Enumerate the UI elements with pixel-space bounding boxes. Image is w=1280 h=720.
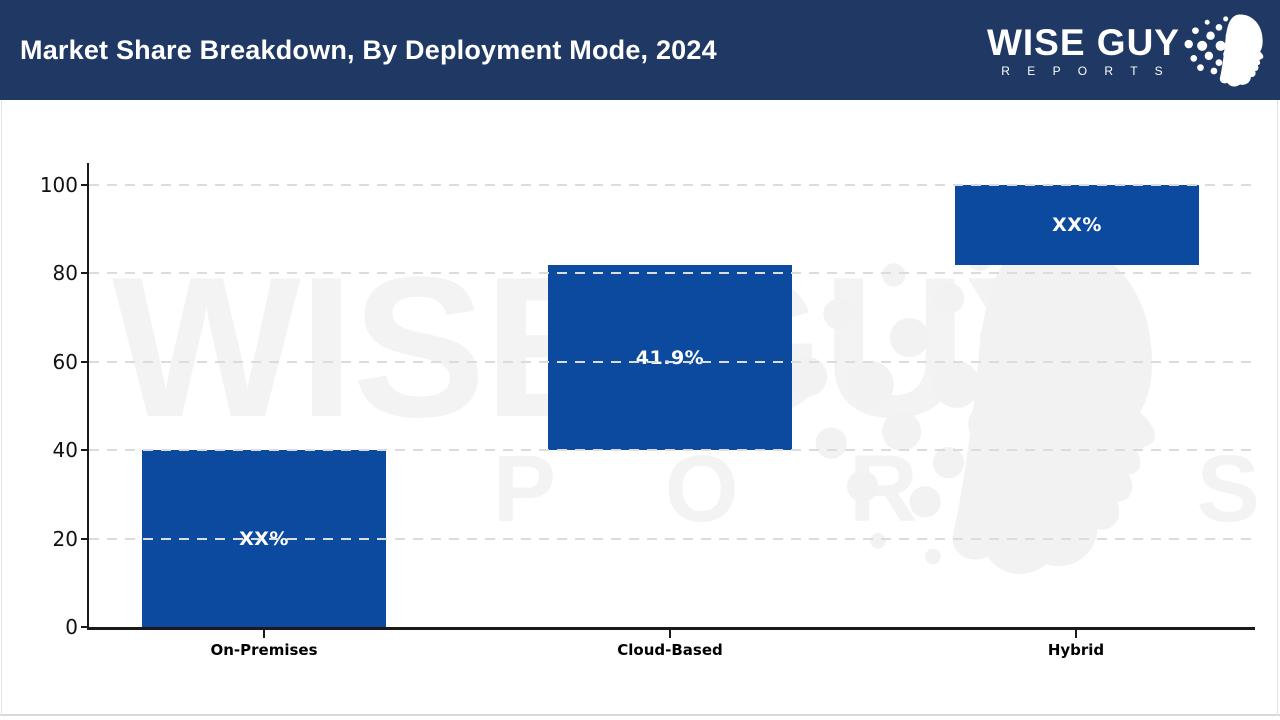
y-axis-line (87, 163, 89, 629)
header-bar: Market Share Breakdown, By Deployment Mo… (0, 0, 1280, 100)
logo-text: WISE GUY R E P O R T S (987, 24, 1180, 77)
y-tick-label-0: 0 (65, 615, 78, 639)
bottom-border-line (0, 714, 1280, 716)
x-tick-1 (263, 630, 265, 638)
right-border-line (1277, 100, 1278, 716)
y-tick-label-60: 60 (52, 349, 78, 374)
logo-wiseguy-label: WISE GUY (986, 21, 1180, 63)
y-tick-label-20: 20 (52, 526, 78, 551)
page-title: Market Share Breakdown, By Deployment Mo… (20, 34, 717, 65)
watermark-face-icon (788, 238, 1156, 575)
logo-reports-label: R E P O R T S (1001, 63, 1170, 78)
bar-value-label: 41.9% (635, 346, 705, 369)
bar-cloud-based: 41.9% (548, 265, 792, 451)
gridline-60 (89, 360, 1253, 363)
bar-hybrid: XX% (955, 185, 1199, 265)
x-tick-3 (1075, 630, 1077, 638)
gridline-80 (89, 272, 1253, 275)
gridline-100 (89, 184, 1253, 186)
gridline-40 (89, 449, 1253, 452)
y-tick-100 (81, 184, 88, 186)
wiseguy-logo: WISE GUY R E P O R T S (987, 12, 1266, 88)
x-axis-line (87, 627, 1255, 630)
category-label-hybrid: Hybrid (1047, 641, 1105, 659)
wiseguy-face-icon (1184, 14, 1264, 87)
left-border-line (1, 100, 2, 716)
y-tick-label-100: 100 (39, 173, 78, 197)
bar-value-label: XX% (1052, 214, 1102, 236)
y-tick-label-40: 40 (52, 438, 78, 463)
y-tick-60 (81, 360, 88, 363)
y-tick-40 (81, 449, 88, 452)
y-tick-label-80: 80 (52, 261, 78, 286)
y-tick-80 (81, 272, 88, 275)
y-tick-20 (81, 537, 88, 540)
category-label-on-premises: On-Premises (210, 641, 318, 659)
y-tick-0 (81, 626, 88, 628)
category-label-cloud-based: Cloud-Based (617, 641, 723, 659)
x-tick-2 (669, 630, 671, 638)
gridline-20 (89, 537, 1253, 540)
